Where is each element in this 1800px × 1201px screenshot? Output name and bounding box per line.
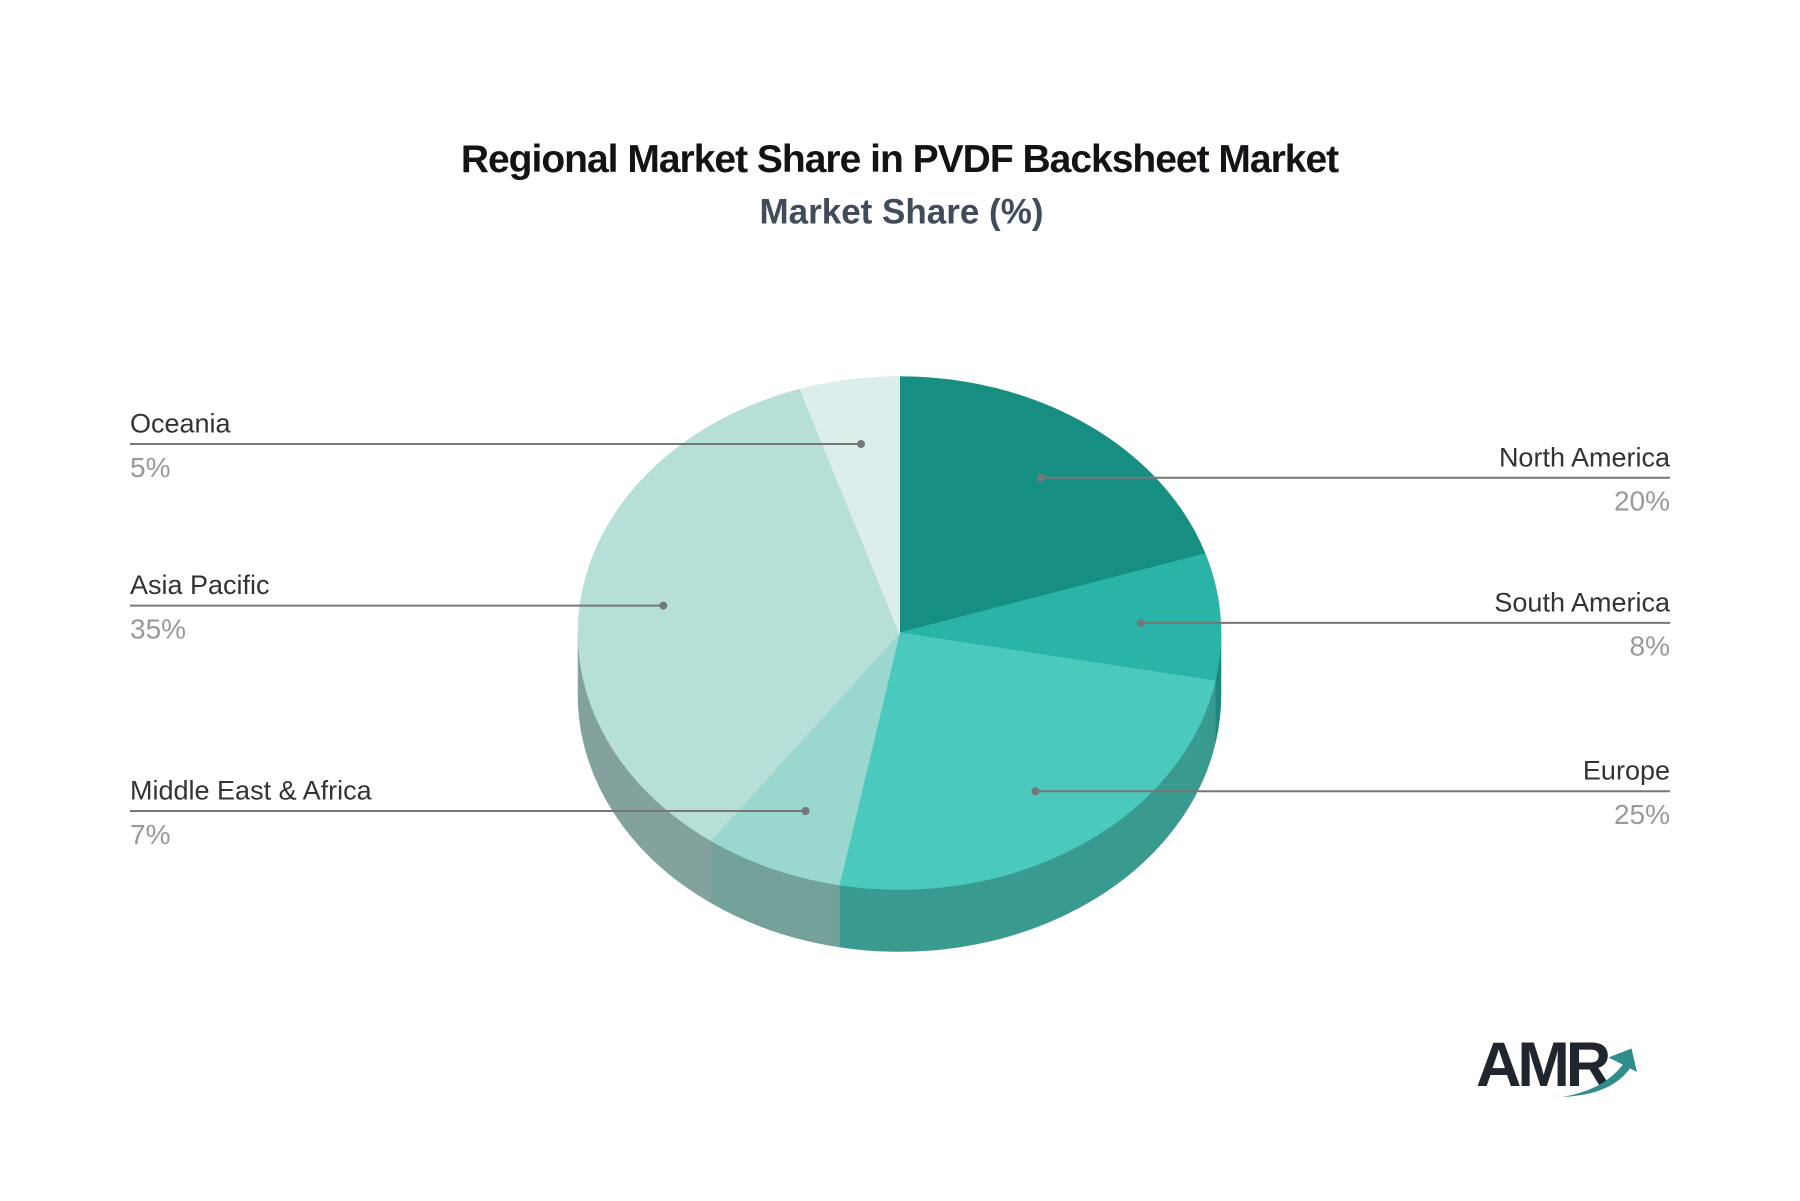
- svg-text:8%: 8%: [1630, 631, 1670, 662]
- svg-text:20%: 20%: [1614, 486, 1670, 517]
- svg-text:AMR: AMR: [1476, 1030, 1611, 1100]
- svg-text:North America: North America: [1499, 442, 1671, 472]
- svg-text:25%: 25%: [1614, 799, 1670, 830]
- svg-text:Middle East & Africa: Middle East & Africa: [130, 776, 373, 806]
- svg-text:South America: South America: [1494, 587, 1671, 617]
- svg-text:Oceania: Oceania: [130, 409, 232, 439]
- svg-text:Asia Pacific: Asia Pacific: [130, 570, 270, 600]
- svg-text:7%: 7%: [130, 819, 170, 850]
- svg-text:35%: 35%: [130, 613, 186, 644]
- svg-text:Regional Market Share in PVDF: Regional Market Share in PVDF Backsheet …: [461, 138, 1339, 181]
- svg-text:Market Share (%): Market Share (%): [760, 193, 1044, 232]
- svg-text:5%: 5%: [130, 452, 170, 483]
- svg-text:Europe: Europe: [1583, 756, 1670, 786]
